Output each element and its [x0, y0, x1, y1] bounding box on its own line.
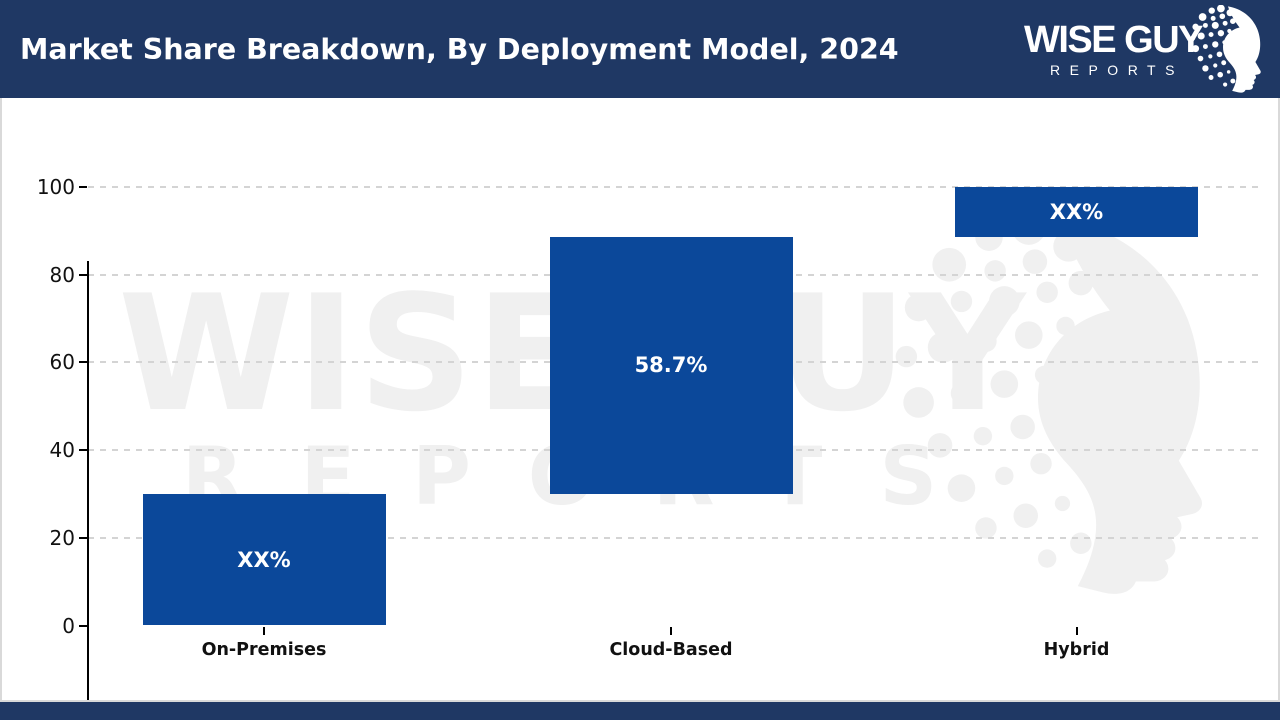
bar-value-label-hybrid: XX%: [1049, 199, 1104, 224]
logo-brand-text: WISE GUY: [1023, 18, 1204, 61]
bar-value-label-on-premises: XX%: [237, 547, 291, 572]
bar-on-premises: XX%: [142, 493, 386, 626]
y-axis-tick-80: [79, 273, 87, 276]
x-axis-category-label-hybrid: Hybrid: [1043, 640, 1110, 660]
logo-text: WISE GUY REPORTS: [1023, 18, 1204, 78]
wise-guy-reports-logo: WISE GUY REPORTS: [1024, 4, 1270, 94]
bar-cloud-based: 58.7%: [549, 236, 793, 494]
x-axis-tick-on-premises: [263, 626, 265, 635]
chart-plot-area: [0, 98, 1280, 720]
y-axis-tick-40: [79, 449, 87, 452]
gridline-20: [88, 536, 1262, 539]
y-axis-tick-label-0: 0: [62, 613, 75, 638]
y-axis-tick-label-40: 40: [49, 438, 75, 463]
y-axis-tick-0: [79, 624, 87, 627]
gridline-100: [88, 186, 1262, 189]
x-axis-tick-cloud-based: [670, 626, 672, 635]
y-axis-tick-60: [79, 361, 87, 364]
footer-band: [0, 702, 1280, 720]
y-axis-spine: [86, 261, 89, 720]
page-title: Market Share Breakdown, By Deployment Mo…: [20, 32, 899, 66]
page-border-left: [0, 98, 2, 702]
logo-sub-text: REPORTS: [1050, 61, 1184, 78]
y-axis-tick-label-80: 80: [49, 262, 75, 287]
y-axis-tick-100: [79, 186, 87, 189]
header-band: Market Share Breakdown, By Deployment Mo…: [0, 0, 1280, 98]
y-axis-tick-label-20: 20: [49, 525, 75, 550]
y-axis-tick-20: [79, 536, 87, 539]
bar-hybrid: XX%: [955, 187, 1198, 237]
bottom-divider-line: [0, 700, 1280, 702]
page-border-right: [1278, 98, 1280, 702]
bar-value-label-cloud-based: 58.7%: [634, 353, 708, 378]
y-axis-tick-label-60: 60: [49, 350, 75, 375]
x-axis-category-label-on-premises: On-Premises: [201, 640, 327, 660]
x-axis-tick-hybrid: [1075, 626, 1078, 635]
x-axis-category-label-cloud-based: Cloud-Based: [609, 640, 733, 660]
y-axis-tick-label-100: 100: [36, 175, 75, 200]
